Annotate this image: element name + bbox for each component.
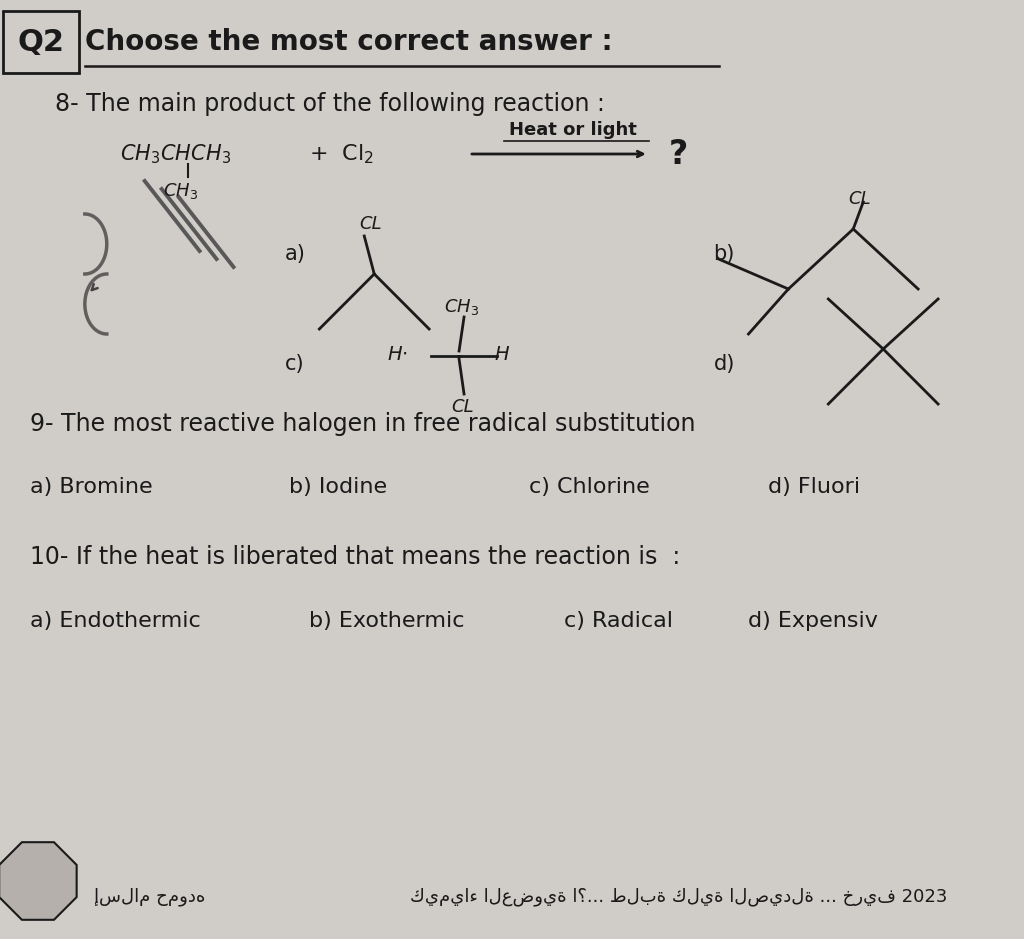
Text: CH$_3$: CH$_3$ <box>163 181 198 201</box>
Text: CL: CL <box>848 190 870 208</box>
Text: H$\cdot$: H$\cdot$ <box>387 345 408 363</box>
Text: c) Radical: c) Radical <box>564 611 673 631</box>
Text: d) Expensiv: d) Expensiv <box>749 611 879 631</box>
Text: c): c) <box>285 354 304 374</box>
Text: CL: CL <box>452 398 474 416</box>
Text: d) Fluori: d) Fluori <box>768 477 860 497</box>
Text: H: H <box>494 345 509 363</box>
Text: 9- The most reactive halogen in free radical substitution: 9- The most reactive halogen in free rad… <box>30 412 695 436</box>
Text: b) Exothermic: b) Exothermic <box>309 611 465 631</box>
Text: كيمياء العضوية ا؟... طلبة كلية الصيدلة ... خريف 2023: كيمياء العضوية ا؟... طلبة كلية الصيدلة .… <box>410 887 947 906</box>
Text: CH$_3$CHCH$_3$: CH$_3$CHCH$_3$ <box>120 142 230 166</box>
Text: a) Bromine: a) Bromine <box>30 477 153 497</box>
Text: d): d) <box>714 354 735 374</box>
FancyBboxPatch shape <box>3 11 79 73</box>
Text: a) Endothermic: a) Endothermic <box>30 611 201 631</box>
Text: a): a) <box>285 244 305 264</box>
Text: ?: ? <box>669 137 688 171</box>
Text: b) Iodine: b) Iodine <box>290 477 387 497</box>
Text: إسلام حموده: إسلام حموده <box>94 887 206 906</box>
Text: CH$_3$: CH$_3$ <box>444 297 479 317</box>
Text: $+$  Cl$_2$: $+$ Cl$_2$ <box>309 142 375 166</box>
Text: b): b) <box>714 244 735 264</box>
Text: CL: CL <box>359 215 382 233</box>
Text: Q2: Q2 <box>17 27 65 56</box>
Text: c) Chlorine: c) Chlorine <box>529 477 649 497</box>
Text: 8- The main product of the following reaction :: 8- The main product of the following rea… <box>55 92 605 116</box>
Text: Heat or light: Heat or light <box>509 121 637 139</box>
Text: 10- If the heat is liberated that means the reaction is  :: 10- If the heat is liberated that means … <box>30 545 680 569</box>
Text: Choose the most correct answer :: Choose the most correct answer : <box>85 28 612 56</box>
